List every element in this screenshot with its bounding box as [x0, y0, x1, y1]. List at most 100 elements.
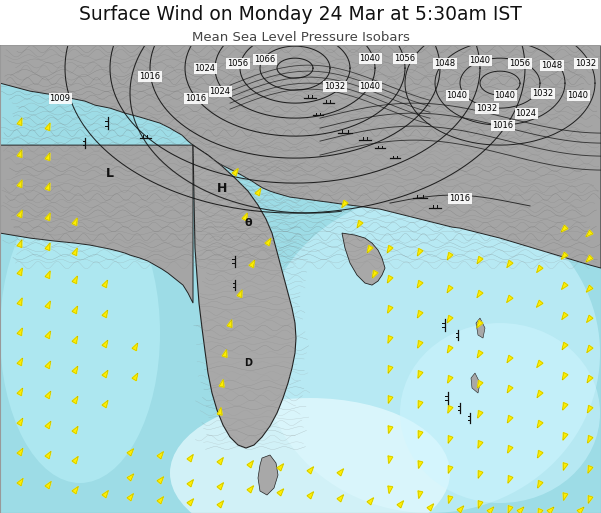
Polygon shape [588, 496, 593, 503]
Text: 1016: 1016 [186, 94, 207, 103]
Polygon shape [563, 372, 568, 380]
Polygon shape [102, 280, 108, 288]
Polygon shape [367, 498, 374, 505]
Polygon shape [217, 483, 224, 490]
Polygon shape [538, 508, 543, 513]
Polygon shape [388, 336, 393, 343]
Polygon shape [102, 490, 108, 498]
Polygon shape [277, 489, 284, 496]
Polygon shape [537, 420, 543, 428]
Polygon shape [17, 388, 23, 396]
Text: 1040: 1040 [469, 55, 490, 65]
Polygon shape [17, 328, 22, 336]
Polygon shape [265, 239, 271, 246]
Polygon shape [342, 200, 348, 208]
Polygon shape [388, 396, 393, 403]
Polygon shape [127, 449, 133, 456]
Polygon shape [45, 213, 50, 221]
Polygon shape [587, 285, 593, 292]
Polygon shape [72, 276, 78, 284]
Polygon shape [478, 410, 483, 418]
Polygon shape [72, 397, 78, 404]
Polygon shape [127, 494, 133, 501]
Ellipse shape [0, 183, 160, 483]
Text: 1040: 1040 [359, 82, 380, 91]
Polygon shape [418, 401, 423, 408]
Polygon shape [418, 370, 423, 378]
Polygon shape [448, 466, 453, 473]
Text: 1056: 1056 [227, 58, 249, 68]
Polygon shape [478, 470, 483, 478]
Polygon shape [45, 153, 50, 161]
Polygon shape [448, 436, 453, 443]
Polygon shape [17, 210, 22, 218]
Polygon shape [447, 252, 453, 260]
Polygon shape [17, 298, 22, 306]
Polygon shape [132, 343, 138, 351]
Polygon shape [277, 464, 284, 471]
Polygon shape [337, 469, 344, 476]
Polygon shape [563, 493, 568, 500]
Polygon shape [588, 466, 593, 473]
Polygon shape [418, 248, 423, 256]
Polygon shape [0, 45, 601, 268]
Polygon shape [563, 403, 568, 410]
Polygon shape [508, 506, 513, 513]
Polygon shape [587, 315, 593, 322]
Polygon shape [17, 150, 22, 157]
Polygon shape [237, 290, 242, 298]
Polygon shape [447, 315, 453, 323]
Polygon shape [561, 282, 568, 289]
Polygon shape [72, 366, 78, 373]
Polygon shape [255, 188, 261, 196]
Polygon shape [447, 345, 453, 353]
Polygon shape [232, 169, 238, 176]
Text: θ: θ [244, 218, 252, 228]
Polygon shape [45, 331, 50, 339]
Text: 1032: 1032 [575, 58, 597, 68]
Text: 1009: 1009 [49, 94, 70, 103]
Text: D: D [244, 358, 252, 368]
Polygon shape [517, 507, 524, 513]
Polygon shape [72, 336, 78, 344]
Polygon shape [388, 275, 393, 283]
Polygon shape [507, 295, 513, 303]
Polygon shape [507, 385, 513, 393]
Ellipse shape [400, 323, 600, 503]
Text: 1024: 1024 [195, 64, 216, 73]
Polygon shape [127, 474, 133, 481]
Polygon shape [397, 501, 403, 508]
Polygon shape [17, 358, 22, 366]
Text: H: H [217, 182, 227, 194]
Text: 1056: 1056 [510, 58, 531, 68]
Polygon shape [418, 310, 423, 318]
Polygon shape [477, 350, 483, 358]
Polygon shape [0, 145, 193, 303]
Polygon shape [487, 507, 494, 513]
Polygon shape [193, 145, 296, 448]
Polygon shape [477, 381, 483, 388]
Polygon shape [187, 455, 194, 462]
Polygon shape [45, 271, 50, 279]
Polygon shape [218, 408, 222, 415]
Polygon shape [586, 230, 593, 237]
Text: 1024: 1024 [516, 109, 537, 117]
Polygon shape [562, 342, 568, 350]
Text: 1016: 1016 [450, 193, 471, 203]
Polygon shape [586, 255, 593, 262]
Polygon shape [187, 480, 194, 487]
Polygon shape [102, 401, 108, 408]
Polygon shape [476, 318, 485, 338]
Polygon shape [157, 497, 163, 504]
Polygon shape [132, 373, 138, 381]
Polygon shape [587, 345, 593, 352]
Polygon shape [337, 495, 344, 502]
Polygon shape [45, 123, 50, 131]
Text: 1016: 1016 [492, 121, 514, 130]
Polygon shape [247, 486, 254, 493]
Polygon shape [102, 310, 108, 318]
Polygon shape [561, 252, 568, 259]
Polygon shape [157, 451, 163, 459]
Polygon shape [418, 431, 423, 438]
Polygon shape [508, 445, 513, 453]
